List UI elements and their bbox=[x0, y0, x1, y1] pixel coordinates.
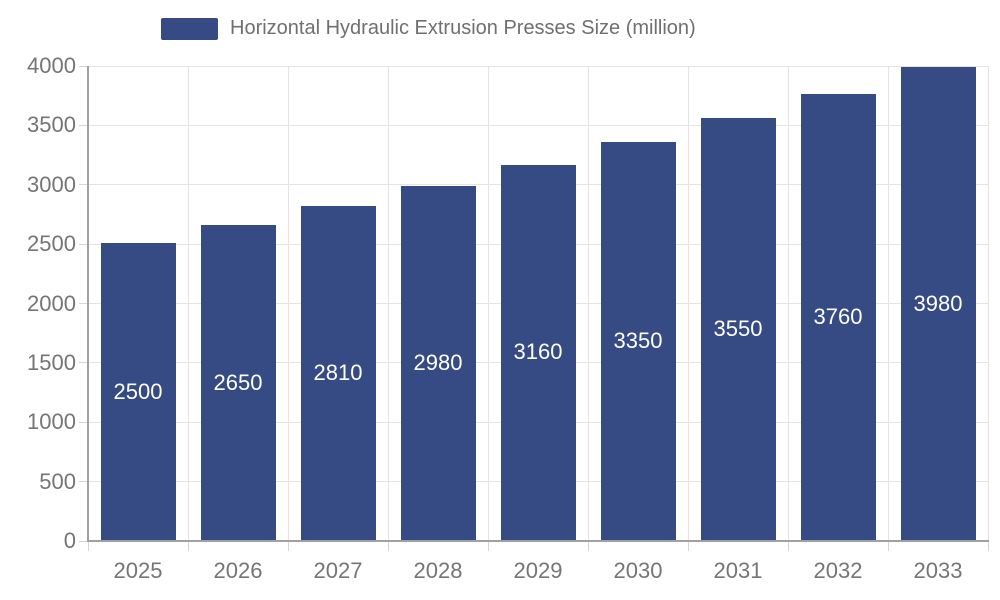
x-axis-tick bbox=[87, 542, 89, 551]
gridline-vertical bbox=[587, 66, 589, 541]
x-axis-label: 2030 bbox=[613, 558, 663, 583]
gridline-horizontal bbox=[88, 124, 988, 126]
x-axis-tick bbox=[487, 542, 489, 551]
bar-value-label: 3350 bbox=[613, 328, 663, 354]
bar-value-label: 2500 bbox=[113, 378, 163, 404]
bar-value-label: 3550 bbox=[713, 316, 763, 342]
x-axis-label: 2032 bbox=[813, 558, 863, 583]
bar: 3760 bbox=[800, 93, 876, 540]
gridline-vertical bbox=[287, 66, 289, 541]
x-axis-line bbox=[87, 540, 989, 542]
y-axis-label: 1500 bbox=[27, 349, 76, 375]
y-axis-label: 2000 bbox=[27, 290, 76, 316]
x-axis-tick bbox=[987, 542, 989, 551]
bar-value-label: 3980 bbox=[913, 290, 963, 316]
bar-value-label: 3760 bbox=[813, 303, 863, 329]
y-axis-tick bbox=[79, 540, 88, 542]
gridline-vertical bbox=[787, 66, 789, 541]
y-axis-label: 4000 bbox=[27, 53, 76, 78]
y-axis-tick bbox=[79, 243, 88, 245]
bar: 3550 bbox=[700, 118, 776, 540]
bar: 2650 bbox=[200, 225, 276, 540]
bar: 2980 bbox=[400, 186, 476, 540]
x-axis-tick bbox=[587, 542, 589, 551]
y-axis-label: 3000 bbox=[27, 171, 76, 197]
y-axis-tick bbox=[79, 65, 88, 67]
y-axis-tick bbox=[79, 362, 88, 364]
gridline-vertical bbox=[487, 66, 489, 541]
y-axis-tick bbox=[79, 184, 88, 186]
y-axis-tick bbox=[79, 303, 88, 304]
gridline-vertical bbox=[187, 66, 189, 541]
gridline-vertical bbox=[887, 66, 889, 541]
legend-item[interactable]: Horizontal Hydraulic Extrusion Presses S… bbox=[161, 17, 696, 40]
x-axis-label: 2033 bbox=[913, 558, 963, 583]
y-axis-tick bbox=[79, 481, 88, 483]
x-axis-label: 2029 bbox=[513, 558, 563, 583]
bar-value-label: 3160 bbox=[513, 339, 563, 365]
legend-swatch bbox=[161, 17, 218, 40]
gridline-vertical bbox=[987, 66, 989, 541]
gridline-vertical bbox=[387, 66, 389, 541]
x-axis-tick bbox=[287, 542, 289, 551]
bar: 3980 bbox=[900, 67, 976, 540]
x-axis-label: 2027 bbox=[313, 558, 363, 583]
y-axis-label: 3500 bbox=[27, 112, 76, 138]
x-axis-label: 2026 bbox=[213, 558, 263, 583]
y-axis-label: 500 bbox=[39, 468, 76, 494]
bar: 3160 bbox=[500, 164, 576, 540]
y-axis-tick bbox=[79, 124, 88, 126]
x-axis-tick bbox=[887, 542, 889, 551]
x-axis-label: 2028 bbox=[413, 558, 463, 583]
y-axis-line bbox=[87, 66, 89, 542]
gridline-horizontal bbox=[88, 65, 988, 67]
x-axis-tick bbox=[787, 542, 789, 551]
gridline-vertical bbox=[687, 66, 689, 541]
bar: 3350 bbox=[600, 142, 676, 540]
x-axis-label: 2025 bbox=[113, 558, 163, 583]
bar: 2500 bbox=[100, 243, 176, 540]
x-axis-tick bbox=[387, 542, 389, 551]
x-axis-tick bbox=[687, 542, 689, 551]
legend-label: Horizontal Hydraulic Extrusion Presses S… bbox=[230, 17, 696, 39]
bar-value-label: 2810 bbox=[313, 360, 363, 386]
y-axis-tick bbox=[79, 421, 88, 423]
x-axis-tick bbox=[187, 542, 189, 551]
y-axis-label: 1000 bbox=[27, 409, 76, 435]
bar-value-label: 2980 bbox=[413, 350, 463, 376]
y-axis-label: 0 bbox=[63, 528, 76, 553]
bar-value-label: 2650 bbox=[213, 369, 263, 395]
bar: 2810 bbox=[300, 206, 376, 540]
y-axis-label: 2500 bbox=[27, 231, 76, 257]
x-axis-label: 2031 bbox=[713, 558, 763, 583]
